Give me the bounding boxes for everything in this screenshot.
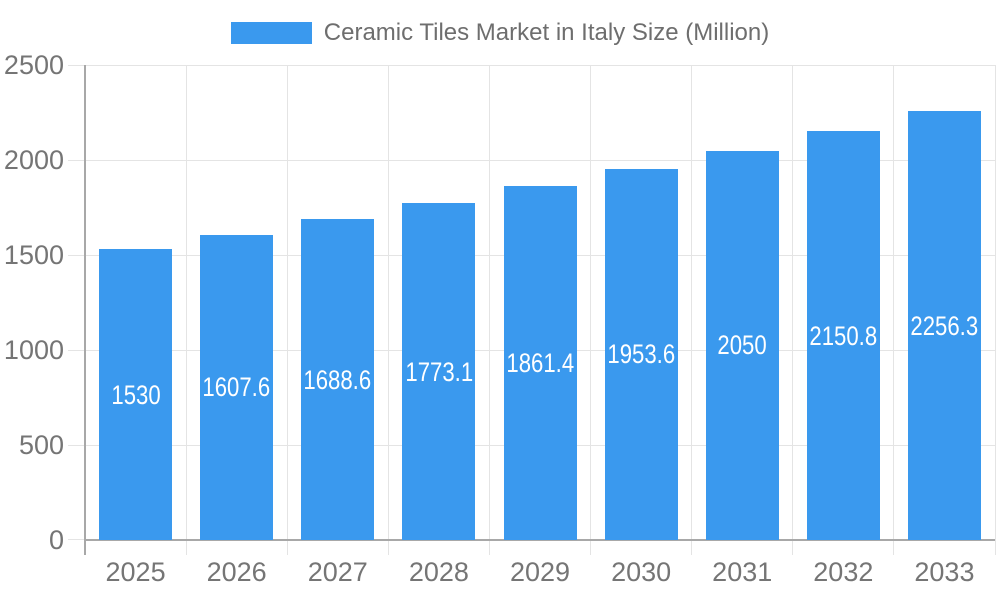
chart-legend[interactable]: Ceramic Tiles Market in Italy Size (Mill… [0,20,1000,46]
x-gridline [994,65,996,555]
x-gridline [488,65,490,555]
bar-2027[interactable]: 1688.6 [301,219,375,540]
x-axis-line [85,539,995,541]
bar-value-label: 2256.3 [910,310,979,341]
bar-2033[interactable]: 2256.3 [907,111,981,540]
x-gridline [792,65,794,555]
x-gridline [893,65,895,555]
x-axis-label-2032: 2032 [813,557,874,587]
x-gridline [387,65,389,555]
y-gridline-2000 [68,159,995,161]
bar-2025[interactable]: 1530 [99,249,173,540]
bar-value-label: 2150.8 [809,320,878,351]
bar-value-label: 1773.1 [405,356,473,387]
x-axis-label-2025: 2025 [105,557,166,587]
x-gridline [691,65,693,555]
x-axis-label-2029: 2029 [509,557,571,587]
x-axis-label-2026: 2026 [206,557,267,587]
x-axis-label-2031: 2031 [712,557,773,587]
legend-label: Ceramic Tiles Market in Italy Size (Mill… [323,19,770,46]
y-axis-label: 500 [18,430,64,460]
x-axis-label-2027: 2027 [307,557,368,587]
bar-2032[interactable]: 2150.8 [806,131,880,540]
x-gridline [185,65,187,555]
y-axis-label: 2000 [3,145,64,175]
y-axis-line [84,65,86,555]
x-gridline [590,65,592,555]
y-gridline-2500 [68,64,995,66]
x-axis-label-2030: 2030 [611,557,672,587]
legend-swatch-icon [230,22,312,44]
bar-2030[interactable]: 1953.6 [604,168,678,540]
bar-value-label: 1530 [110,379,161,410]
bar-value-label: 1688.6 [303,364,372,395]
bar-2028[interactable]: 1773.1 [402,203,476,540]
bar-2029[interactable]: 1861.4 [503,186,577,540]
bar-2031[interactable]: 2050 [705,150,779,540]
y-axis-label: 1000 [3,335,64,365]
bar-value-label: 2050 [717,330,767,361]
bar-value-label: 1607.6 [202,372,271,403]
bar-value-label: 1953.6 [607,339,675,370]
y-axis-label: 0 [48,525,64,555]
plot-area: 0 500 1000 1500 2000 2500 1530 1607.6 1688.6 1773… [4,51,996,586]
y-axis-label: 2500 [3,50,64,80]
x-axis-label-2028: 2028 [408,557,469,587]
bar-value-label: 1861.4 [506,348,574,379]
x-gridline [286,65,288,555]
x-axis-label-2033: 2033 [914,557,975,587]
y-tick-0 [68,539,85,540]
bar-2026[interactable]: 1607.6 [200,234,274,540]
y-axis-label: 1500 [3,240,64,270]
